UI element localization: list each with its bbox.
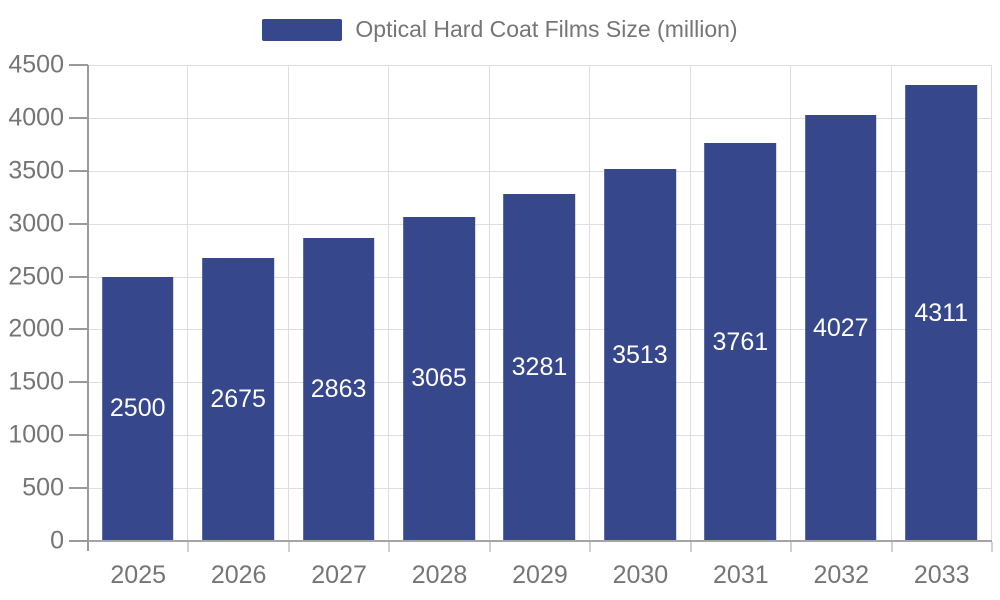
y-tick-label: 1000 (8, 420, 64, 449)
legend-label: Optical Hard Coat Films Size (million) (355, 16, 738, 42)
x-axis-labels: 2025 2026 2027 2028 2029 2030 2031 2032 2033 (88, 558, 992, 592)
x-tick-label: 2031 (713, 561, 769, 589)
bar-slot: 2863 (289, 65, 390, 541)
y-tick-label: 0 (50, 526, 64, 555)
x-tick-label: 2033 (913, 561, 970, 589)
y-tick-mark (69, 328, 88, 331)
bar-slot: 3281 (490, 65, 591, 541)
y-tick-label: 4500 (8, 50, 64, 79)
plot-area: 2500 2675 2863 3065 3281 3513 3761 4027 4311 (88, 65, 992, 541)
bar[interactable]: 4027 (804, 115, 877, 541)
x-tick-mark (488, 542, 491, 552)
bars-row: 2500 2675 2863 3065 3281 3513 3761 4027 4311 (88, 65, 992, 541)
y-tick-mark (69, 275, 88, 278)
bar-slot: 3065 (389, 65, 490, 541)
y-tick-mark (69, 540, 88, 542)
bar[interactable]: 2500 (101, 276, 174, 541)
x-tick-label: 2032 (813, 561, 870, 589)
x-tick-label: 2029 (512, 561, 568, 589)
y-tick-label: 1500 (8, 367, 64, 396)
bar-value-label: 2675 (210, 385, 266, 414)
x-tick-mark (589, 542, 592, 552)
bar-slot: 4027 (791, 65, 892, 541)
bar-value-label: 3513 (612, 340, 668, 369)
y-tick-mark (69, 222, 88, 225)
x-axis-line (87, 540, 992, 542)
bar-value-label: 4027 (812, 313, 869, 342)
bar-slot: 3513 (590, 65, 691, 541)
x-tick-label: 2027 (311, 561, 367, 589)
bar[interactable]: 3281 (503, 193, 576, 541)
x-tick-label: 2025 (110, 561, 167, 589)
y-tick-label: 3000 (8, 209, 64, 238)
bar-value-label: 4311 (914, 298, 969, 327)
y-axis-line (87, 65, 89, 551)
y-tick-mark (69, 64, 88, 66)
y-tick-mark (69, 381, 88, 384)
x-tick-mark (287, 542, 290, 552)
bar-slot: 2500 (88, 65, 189, 541)
bar-value-label: 3761 (712, 327, 769, 356)
bar[interactable]: 4311 (905, 85, 978, 541)
bar-slot: 2675 (188, 65, 289, 541)
x-tick-mark (689, 542, 692, 552)
h-gridline (88, 117, 992, 119)
bar-slot: 3761 (691, 65, 792, 541)
x-tick-mark (890, 542, 893, 552)
legend[interactable]: Optical Hard Coat Films Size (million) (0, 16, 1000, 43)
y-axis-ticks (69, 64, 88, 542)
x-tick-label: 2030 (612, 561, 669, 589)
bar[interactable]: 2675 (202, 258, 274, 541)
bar[interactable]: 3513 (604, 169, 676, 541)
bar[interactable]: 2863 (302, 238, 375, 541)
x-tick-mark (388, 542, 391, 552)
y-tick-mark (69, 434, 88, 437)
bar-value-label: 3281 (511, 352, 568, 381)
bar-slot: 4311 (892, 65, 992, 541)
y-tick-mark (69, 487, 88, 490)
bar-value-label: 2500 (109, 394, 166, 423)
y-tick-mark (69, 169, 88, 172)
x-tick-label: 2028 (411, 561, 468, 589)
bar[interactable]: 3761 (704, 143, 777, 541)
bar[interactable]: 3065 (403, 216, 475, 541)
legend-swatch (262, 18, 343, 41)
y-tick-mark (69, 116, 88, 119)
y-tick-label: 500 (22, 473, 64, 502)
x-tick-mark (991, 542, 993, 552)
x-axis-ticks (88, 542, 993, 552)
bar-value-label: 3065 (411, 364, 467, 393)
x-tick-mark (187, 542, 190, 552)
y-axis-labels: 0 500 1000 1500 2000 2500 3000 3500 4000 4500 (0, 52, 64, 553)
x-tick-label: 2026 (210, 561, 267, 589)
h-gridline (88, 65, 992, 66)
y-tick-label: 2500 (8, 262, 64, 291)
bar-value-label: 2863 (310, 375, 367, 404)
h-gridline (88, 170, 992, 172)
y-tick-label: 3500 (8, 156, 64, 185)
y-tick-label: 2000 (8, 314, 64, 343)
x-tick-mark (790, 542, 793, 552)
y-tick-label: 4000 (8, 103, 64, 132)
